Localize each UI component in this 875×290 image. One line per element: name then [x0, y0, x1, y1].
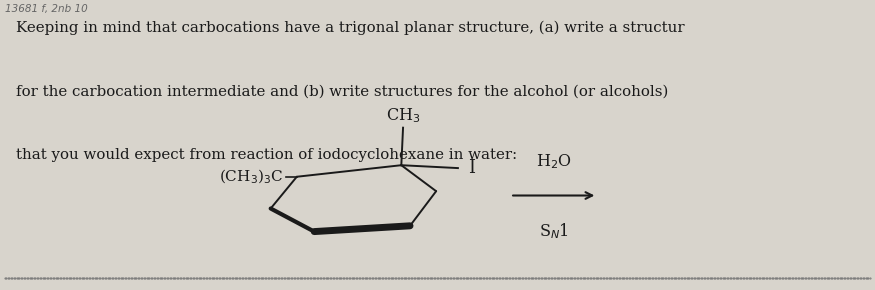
Text: H$_2$O: H$_2$O — [536, 152, 571, 171]
Text: S$_N$1: S$_N$1 — [539, 222, 569, 241]
Text: I: I — [468, 159, 475, 177]
Text: Keeping in mind that carbocations have a trigonal planar structure, (a) write a : Keeping in mind that carbocations have a… — [17, 21, 685, 35]
Text: CH$_3$: CH$_3$ — [386, 106, 420, 125]
Text: 13681 f, 2nb 10: 13681 f, 2nb 10 — [5, 3, 88, 14]
Text: (CH$_3$)$_3$C: (CH$_3$)$_3$C — [220, 168, 284, 186]
Text: for the carbocation intermediate and (b) write structures for the alcohol (or al: for the carbocation intermediate and (b)… — [17, 84, 668, 98]
Text: that you would expect from reaction of iodocyclohexane in water:: that you would expect from reaction of i… — [17, 148, 517, 162]
